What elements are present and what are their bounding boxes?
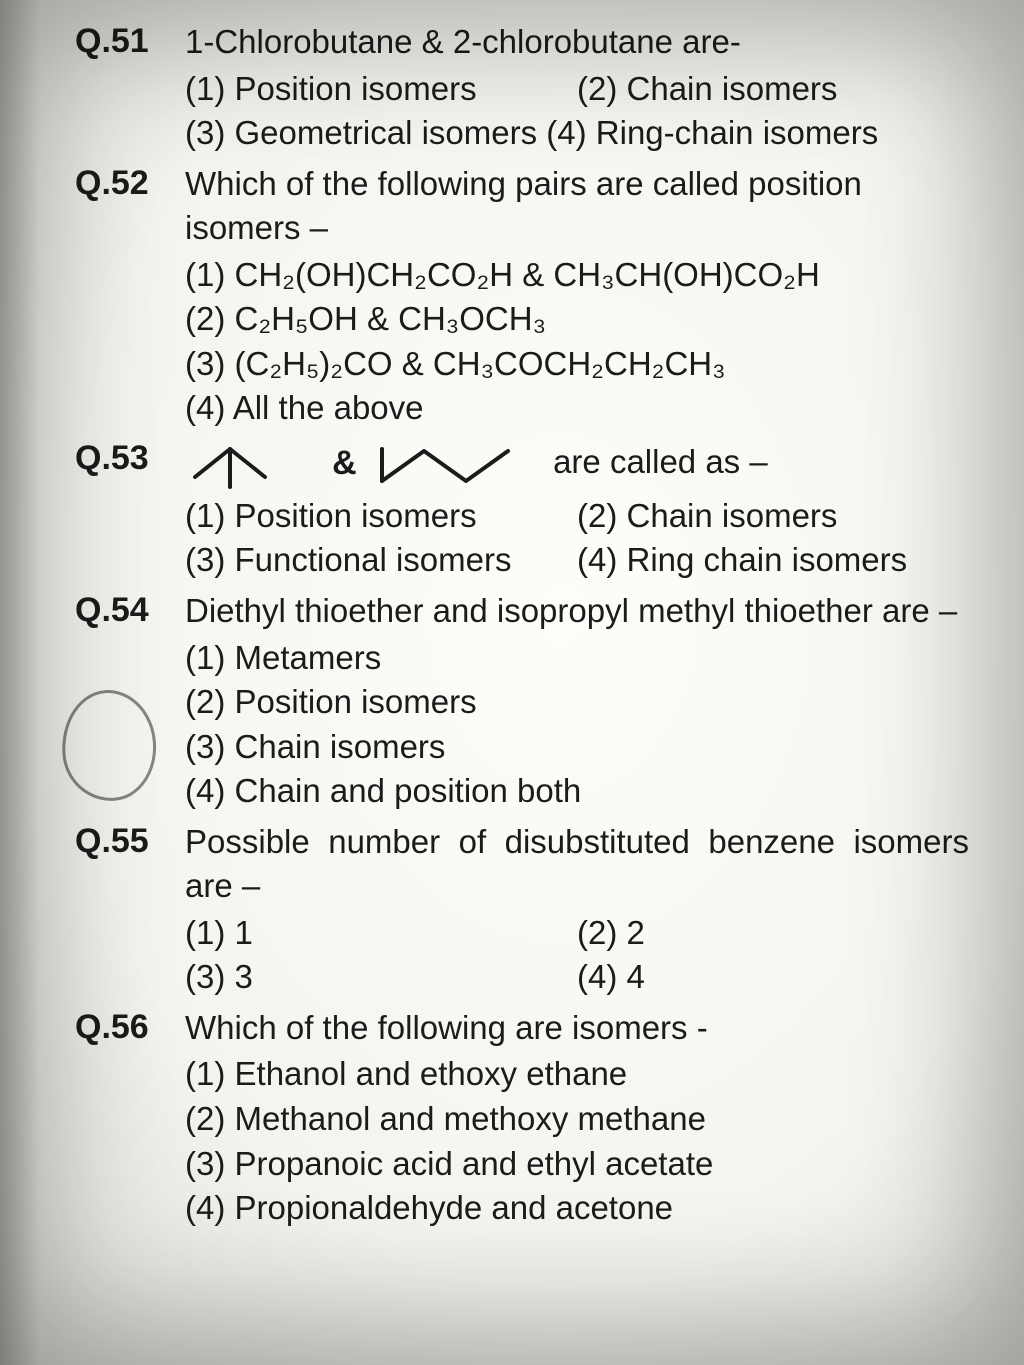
question-options: (1) Position isomers (2) Chain isomers (… bbox=[185, 67, 969, 156]
option-number: (4) bbox=[577, 958, 617, 995]
option-text: Functional isomers bbox=[235, 541, 512, 578]
option-number: (1) bbox=[185, 639, 225, 676]
question-body: Which of the following pairs are called … bbox=[185, 162, 969, 431]
question-51: Q.51 1-Chlorobutane & 2-chlorobutane are… bbox=[75, 20, 969, 156]
option-number: (3) bbox=[185, 345, 225, 382]
option-text: Propanoic acid and ethyl acetate bbox=[235, 1145, 714, 1182]
option-text: Geometrical isomers bbox=[235, 114, 538, 151]
question-body: 1-Chlorobutane & 2-chlorobutane are- (1)… bbox=[185, 20, 969, 156]
option-number: (2) bbox=[185, 683, 225, 720]
option-number: (1) bbox=[185, 70, 225, 107]
question-stem: Diethyl thioether and isopropyl methyl t… bbox=[185, 589, 969, 634]
option-number: (3) bbox=[185, 114, 225, 151]
question-options: (1) Position isomers (2) Chain isomers (… bbox=[185, 494, 969, 583]
option-text: Chain isomers bbox=[235, 728, 446, 765]
option-number: (2) bbox=[185, 1100, 225, 1137]
option-text: All the above bbox=[233, 389, 424, 426]
question-stem: Which of the following are isomers - bbox=[185, 1006, 969, 1051]
question-body: Which of the following are isomers - (1)… bbox=[185, 1006, 969, 1231]
question-body: & are called as – (1) Position isomers (… bbox=[185, 437, 969, 583]
option-text: C₂H₅OH & CH₃OCH₃ bbox=[235, 300, 547, 337]
option-number: (4) bbox=[185, 389, 225, 426]
question-options: (1) 1 (2) 2 (3) 3 (4) 4 bbox=[185, 911, 969, 1000]
option-text: Metamers bbox=[235, 639, 382, 676]
option-text: Ring chain isomers bbox=[627, 541, 908, 578]
question-body: Diethyl thioether and isopropyl methyl t… bbox=[185, 589, 969, 814]
question-number: Q.53 bbox=[75, 437, 185, 478]
option-number: (2) bbox=[577, 914, 617, 951]
question-number: Q.51 bbox=[75, 20, 185, 61]
option-number: (3) bbox=[185, 1145, 225, 1182]
question-stem: Possible number of disubstituted benzene… bbox=[185, 820, 969, 909]
question-stem: Which of the following pairs are called … bbox=[185, 162, 969, 251]
left-shadow bbox=[0, 0, 40, 1365]
option-number: (4) bbox=[546, 114, 586, 151]
option-text: Ring-chain isomers bbox=[596, 114, 878, 151]
connector: & bbox=[332, 441, 357, 487]
option-text: 4 bbox=[627, 958, 645, 995]
question-body: Possible number of disubstituted benzene… bbox=[185, 820, 969, 1000]
option-text: 3 bbox=[235, 958, 253, 995]
option-number: (4) bbox=[185, 1189, 225, 1226]
question-options: (1) Ethanol and ethoxy ethane (2) Methan… bbox=[185, 1052, 969, 1230]
question-stem: & are called as – bbox=[185, 437, 969, 492]
option-number: (2) bbox=[185, 300, 225, 337]
option-number: (1) bbox=[185, 914, 225, 951]
question-number: Q.55 bbox=[75, 820, 185, 861]
page: Q.51 1-Chlorobutane & 2-chlorobutane are… bbox=[0, 0, 1024, 1365]
option-text: (C₂H₅)₂CO & CH₃COCH₂CH₂CH₃ bbox=[235, 345, 726, 382]
question-56: Q.56 Which of the following are isomers … bbox=[75, 1006, 969, 1231]
option-text: Position isomers bbox=[235, 70, 477, 107]
option-text: Position isomers bbox=[235, 683, 477, 720]
option-number: (3) bbox=[185, 541, 225, 578]
option-number: (1) bbox=[185, 497, 225, 534]
option-number: (4) bbox=[185, 772, 225, 809]
stem-suffix: are called as – bbox=[553, 443, 768, 480]
isobutane-skeletal-icon bbox=[185, 437, 315, 492]
question-53: Q.53 & are called as – bbox=[75, 437, 969, 583]
option-number: (1) bbox=[185, 256, 225, 293]
option-text: Chain isomers bbox=[627, 497, 838, 534]
question-options: (1) Metamers (2) Position isomers (3) Ch… bbox=[185, 636, 969, 814]
question-number: Q.54 bbox=[75, 589, 185, 630]
option-text: 1 bbox=[235, 914, 253, 951]
option-text: CH₂(OH)CH₂CO₂H & CH₃CH(OH)CO₂H bbox=[235, 256, 820, 293]
question-55: Q.55 Possible number of disubstituted be… bbox=[75, 820, 969, 1000]
option-text: 2 bbox=[627, 914, 645, 951]
option-text: Chain isomers bbox=[627, 70, 838, 107]
option-number: (2) bbox=[577, 497, 617, 534]
option-number: (3) bbox=[185, 958, 225, 995]
option-text: Methanol and methoxy methane bbox=[235, 1100, 706, 1137]
question-number: Q.52 bbox=[75, 162, 185, 203]
option-text: Ethanol and ethoxy ethane bbox=[235, 1055, 628, 1092]
question-52: Q.52 Which of the following pairs are ca… bbox=[75, 162, 969, 431]
question-54: Q.54 Diethyl thioether and isopropyl met… bbox=[75, 589, 969, 814]
option-number: (1) bbox=[185, 1055, 225, 1092]
question-options: (1) CH₂(OH)CH₂CO₂H & CH₃CH(OH)CO₂H (2) C… bbox=[185, 253, 969, 431]
option-text: Propionaldehyde and acetone bbox=[235, 1189, 674, 1226]
option-number: (3) bbox=[185, 728, 225, 765]
n-butane-skeletal-icon bbox=[374, 437, 544, 492]
option-number: (2) bbox=[577, 70, 617, 107]
question-stem: 1-Chlorobutane & 2-chlorobutane are- bbox=[185, 20, 969, 65]
question-number: Q.56 bbox=[75, 1006, 185, 1047]
option-text: Chain and position both bbox=[235, 772, 582, 809]
option-text: Position isomers bbox=[235, 497, 477, 534]
option-number: (4) bbox=[577, 541, 617, 578]
